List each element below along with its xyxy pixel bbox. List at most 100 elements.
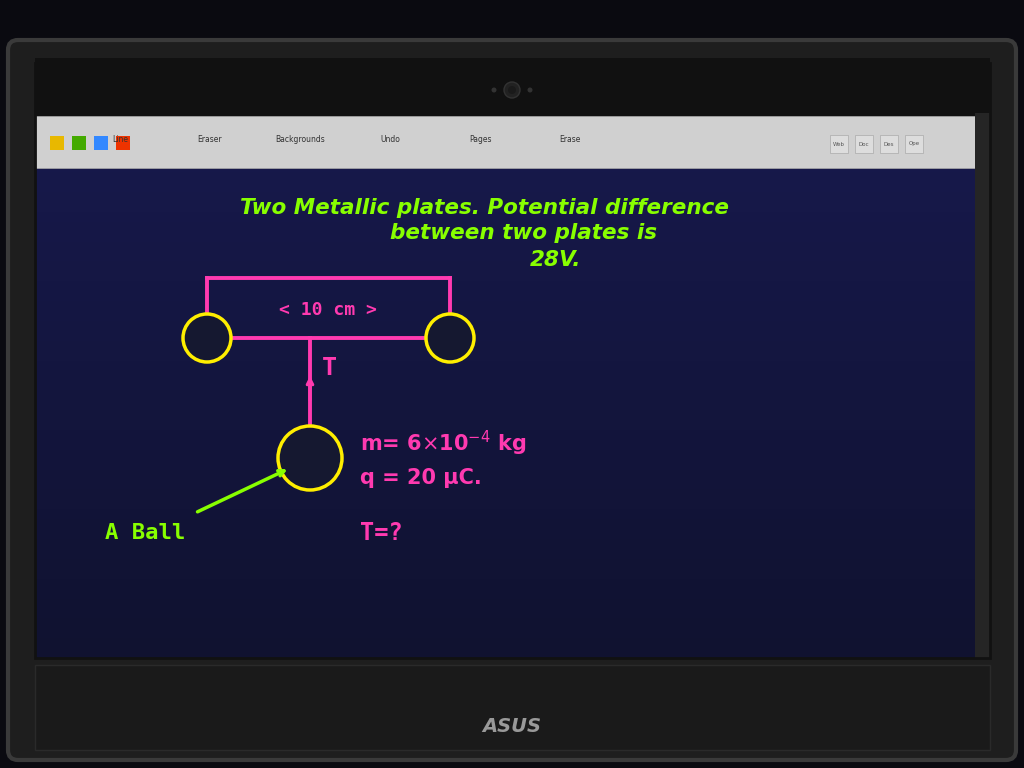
Bar: [35, 627, 990, 638]
Circle shape: [278, 426, 342, 490]
Circle shape: [183, 314, 231, 362]
Circle shape: [492, 88, 497, 92]
Text: Undo: Undo: [380, 135, 400, 144]
Bar: [35, 588, 990, 598]
Bar: [35, 58, 990, 118]
Bar: [94, 136, 108, 150]
Bar: [35, 429, 990, 440]
Bar: [35, 161, 990, 172]
Bar: [35, 369, 990, 380]
Bar: [35, 319, 990, 331]
Bar: [35, 329, 990, 341]
Bar: [35, 548, 990, 559]
Text: Ope: Ope: [908, 141, 920, 147]
Bar: [35, 538, 990, 549]
Bar: [35, 270, 990, 281]
Bar: [35, 637, 990, 648]
Text: < 10 cm >: < 10 cm >: [280, 301, 377, 319]
Text: Eraser: Eraser: [198, 135, 222, 144]
FancyBboxPatch shape: [8, 40, 1016, 760]
Bar: [35, 91, 990, 103]
Bar: [35, 439, 990, 450]
Bar: [35, 151, 990, 162]
Text: Erase: Erase: [559, 135, 581, 144]
Bar: [35, 478, 990, 489]
Bar: [35, 230, 990, 241]
Bar: [35, 598, 990, 608]
Bar: [35, 508, 990, 519]
Bar: [35, 300, 990, 311]
Bar: [830, 135, 848, 153]
Bar: [35, 82, 990, 93]
Text: Des: Des: [884, 141, 894, 147]
Bar: [35, 339, 990, 350]
Bar: [35, 171, 990, 182]
Bar: [35, 488, 990, 499]
Text: Two Metallic plates. Potential difference: Two Metallic plates. Potential differenc…: [240, 198, 729, 218]
Bar: [35, 111, 990, 123]
Circle shape: [504, 82, 520, 98]
Bar: [35, 568, 990, 578]
Bar: [35, 665, 990, 750]
Text: Web: Web: [833, 141, 845, 147]
Bar: [35, 290, 990, 301]
Text: T=?: T=?: [360, 521, 402, 545]
Bar: [35, 181, 990, 192]
Bar: [35, 359, 990, 370]
Bar: [35, 558, 990, 569]
Bar: [855, 135, 873, 153]
Circle shape: [527, 88, 532, 92]
Bar: [35, 528, 990, 539]
Bar: [35, 399, 990, 410]
Bar: [35, 310, 990, 321]
Bar: [35, 141, 990, 152]
Bar: [880, 135, 898, 153]
Bar: [35, 409, 990, 420]
Bar: [35, 63, 990, 658]
Text: A Ball: A Ball: [105, 523, 185, 543]
Bar: [35, 116, 990, 168]
Bar: [72, 136, 86, 150]
Bar: [35, 419, 990, 430]
Bar: [35, 210, 990, 222]
Bar: [35, 240, 990, 251]
Bar: [35, 468, 990, 479]
Text: between two plates is: between two plates is: [390, 223, 657, 243]
Bar: [35, 121, 990, 132]
Text: m= 6$\times$10$^{-4}$ kg: m= 6$\times$10$^{-4}$ kg: [360, 429, 526, 458]
Bar: [35, 62, 990, 73]
Bar: [905, 135, 923, 153]
Text: T: T: [322, 356, 337, 380]
Bar: [35, 191, 990, 202]
Text: ASUS: ASUS: [482, 717, 542, 736]
Circle shape: [508, 86, 516, 94]
Bar: [35, 220, 990, 232]
Bar: [35, 647, 990, 658]
Bar: [35, 131, 990, 142]
Bar: [116, 136, 130, 150]
Bar: [975, 113, 990, 658]
Bar: [35, 260, 990, 271]
Bar: [35, 607, 990, 618]
Text: q = 20 μC.: q = 20 μC.: [360, 468, 481, 488]
Bar: [50, 136, 63, 150]
Bar: [35, 578, 990, 588]
Text: 28V.: 28V.: [530, 250, 582, 270]
Bar: [35, 349, 990, 360]
Bar: [35, 250, 990, 261]
Text: Line: Line: [112, 135, 128, 144]
Bar: [35, 389, 990, 400]
Text: Doc: Doc: [859, 141, 869, 147]
Bar: [35, 201, 990, 212]
Bar: [35, 518, 990, 529]
Bar: [35, 617, 990, 628]
Bar: [35, 498, 990, 509]
Bar: [35, 280, 990, 291]
Bar: [35, 379, 990, 390]
Text: Backgrounds: Backgrounds: [275, 135, 325, 144]
Text: Pages: Pages: [469, 135, 492, 144]
Bar: [35, 449, 990, 460]
Bar: [35, 72, 990, 83]
Bar: [35, 458, 990, 469]
Circle shape: [426, 314, 474, 362]
